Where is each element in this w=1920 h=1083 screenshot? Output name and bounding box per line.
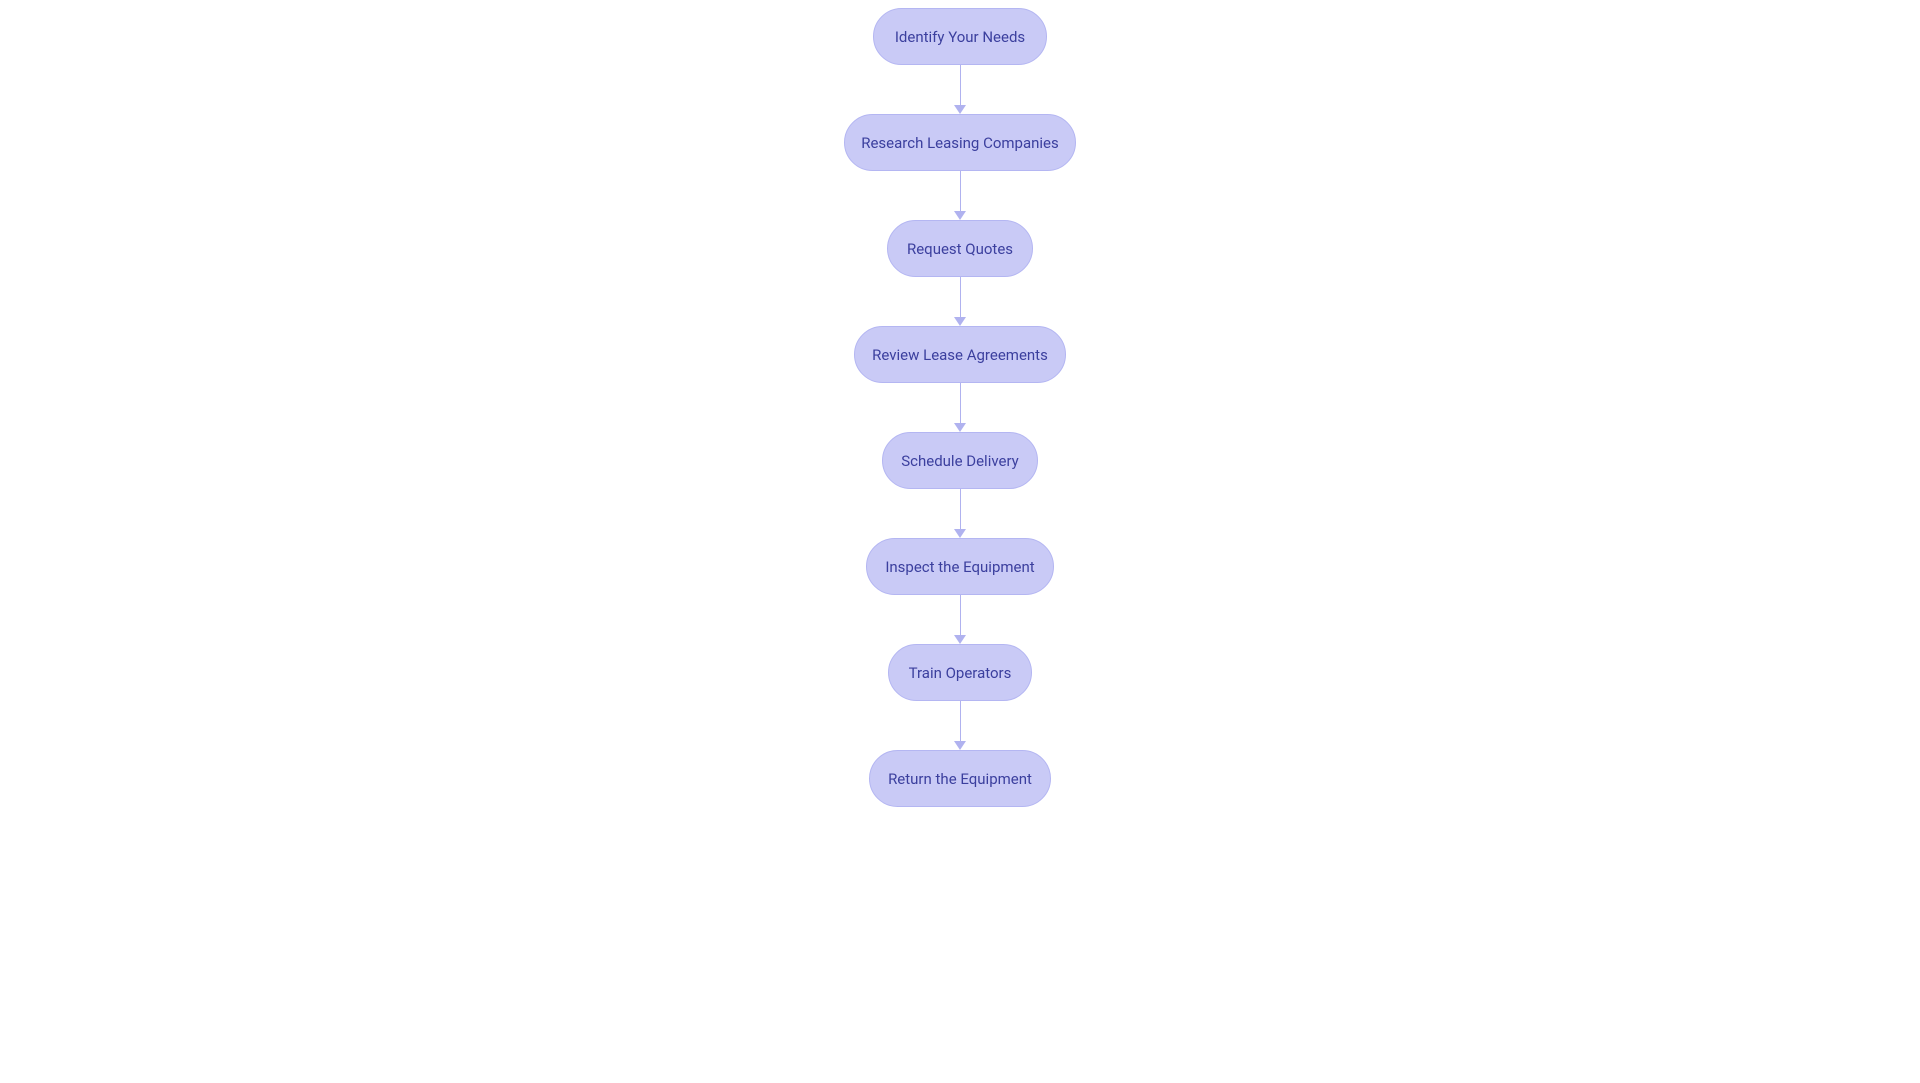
- flow-connector: [954, 277, 966, 326]
- flow-node-label: Train Operators: [909, 664, 1012, 682]
- flow-connector-line: [960, 383, 961, 423]
- flow-connector: [954, 65, 966, 114]
- flow-arrow-icon: [954, 635, 966, 644]
- flow-arrow-icon: [954, 423, 966, 432]
- flow-node-label: Review Lease Agreements: [872, 346, 1048, 364]
- flow-node-label: Research Leasing Companies: [861, 134, 1059, 152]
- flow-node-label: Identify Your Needs: [895, 28, 1025, 46]
- flow-arrow-icon: [954, 317, 966, 326]
- flow-node-label: Return the Equipment: [888, 770, 1032, 788]
- flow-arrow-icon: [954, 211, 966, 220]
- flow-connector-line: [960, 65, 961, 105]
- flow-connector-line: [960, 701, 961, 741]
- flow-arrow-icon: [954, 105, 966, 114]
- flow-node-n7: Train Operators: [888, 644, 1032, 701]
- flow-connector: [954, 383, 966, 432]
- flow-connector: [954, 701, 966, 750]
- flow-connector: [954, 595, 966, 644]
- flow-connector-line: [960, 595, 961, 635]
- flow-connector-line: [960, 277, 961, 317]
- flow-node-n4: Review Lease Agreements: [854, 326, 1066, 383]
- flowchart-container: Identify Your Needs Research Leasing Comp…: [844, 8, 1076, 807]
- flow-arrow-icon: [954, 741, 966, 750]
- flow-node-n3: Request Quotes: [887, 220, 1033, 277]
- flow-node-n1: Identify Your Needs: [873, 8, 1047, 65]
- flow-node-label: Inspect the Equipment: [885, 558, 1034, 576]
- flow-connector: [954, 489, 966, 538]
- flow-node-n8: Return the Equipment: [869, 750, 1051, 807]
- flow-node-label: Schedule Delivery: [901, 452, 1019, 470]
- flow-node-label: Request Quotes: [907, 240, 1013, 258]
- flow-connector-line: [960, 489, 961, 529]
- flow-node-n6: Inspect the Equipment: [866, 538, 1054, 595]
- flow-connector-line: [960, 171, 961, 211]
- flow-node-n2: Research Leasing Companies: [844, 114, 1076, 171]
- flow-connector: [954, 171, 966, 220]
- flow-node-n5: Schedule Delivery: [882, 432, 1038, 489]
- flow-arrow-icon: [954, 529, 966, 538]
